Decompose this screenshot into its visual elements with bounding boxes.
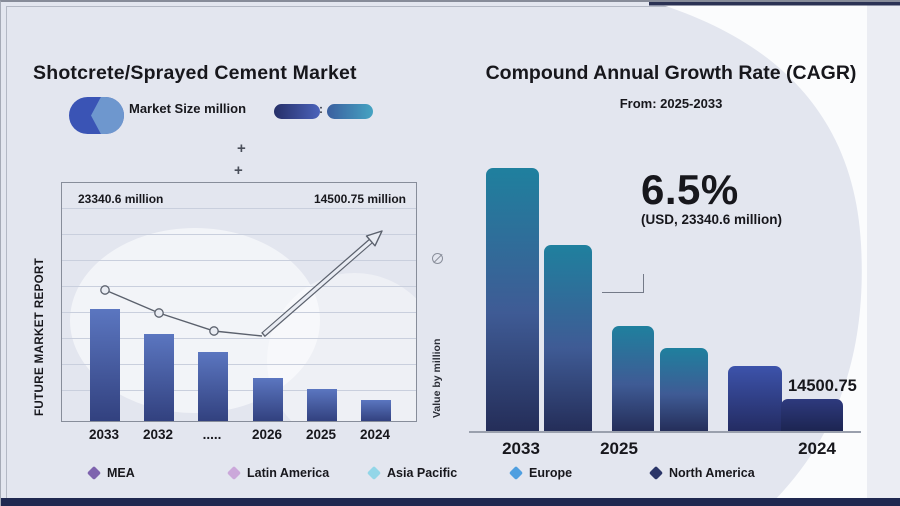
pill-separator: : [319, 102, 323, 116]
cagr-bar-2025-primary [612, 326, 654, 432]
cagr-x-label-2024: 2024 [798, 439, 836, 458]
cagr-bar-2025-secondary [660, 348, 708, 432]
legend-label: Europe [529, 466, 573, 480]
watermark-future-market-report: FUTURE MARKET REPORT [34, 257, 46, 416]
diamond-icon [508, 465, 524, 481]
value-label-14500: 14500.75 [788, 377, 857, 395]
legend-item-europe: Europe [508, 465, 573, 481]
bar-2026 [253, 378, 283, 421]
market-size-chart: 23340.6 million 14500.75 million [61, 182, 417, 422]
bar-2024 [361, 400, 391, 421]
diamond-icon [648, 465, 664, 481]
cagr-chart [461, 152, 881, 432]
plus-mark-top: + [237, 140, 246, 157]
legend-item-north-america: North America [648, 465, 755, 481]
legend-label: North America [669, 466, 755, 480]
gradient-pill-dark-icon [274, 104, 320, 119]
market-size-legend-label: Market Size million [129, 101, 247, 116]
legend-item-mea: MEA [86, 465, 135, 481]
legend-item-latin-america: Latin America [226, 465, 330, 481]
cagr-usd-note: (USD, 23340.6 million) [641, 212, 783, 227]
trend-line-and-arrow [100, 230, 383, 338]
annotation-2024-value: 14500.75 million [313, 192, 406, 206]
market-size-pill-icon [69, 97, 124, 134]
bottom-accent-band [1, 498, 900, 506]
pill-facet-highlight [91, 97, 124, 134]
annotation-2033-value: 23340.6 million [78, 192, 164, 206]
slashed-circle-icon [432, 253, 443, 264]
top-dark-sliver [649, 2, 900, 6]
cagr-subtitle: From: 2025-2033 [619, 96, 723, 111]
gridlines [62, 208, 416, 398]
diamond-icon [86, 465, 102, 481]
bar-2033 [90, 309, 120, 421]
cagr-bar-2033-primary [486, 168, 539, 432]
legend-label: Asia Pacific [387, 466, 458, 480]
cagr-x-label-2033: 2033 [502, 439, 540, 458]
value-axis-label: Value by million [431, 338, 443, 418]
x-label-dots: ..... [202, 427, 222, 442]
cagr-header: Compound Annual Growth Rate (CAGR) From:… [456, 62, 886, 111]
x-label-2033: 2033 [88, 427, 120, 442]
gradient-pill-teal-icon [327, 104, 373, 119]
bar-intermediate [198, 352, 228, 421]
cagr-bar-2033-secondary [544, 245, 592, 432]
x-label-2026: 2026 [251, 427, 283, 442]
page-title: Shotcrete/Sprayed Cement Market [33, 62, 357, 84]
cagr-x-label-2025: 2025 [600, 439, 638, 458]
x-label-2025: 2025 [305, 427, 337, 442]
bar-2032 [144, 334, 174, 421]
cagr-title: Compound Annual Growth Rate (CAGR) [485, 62, 857, 84]
cagr-bar-2024-primary [728, 366, 782, 432]
bar-2025 [307, 389, 337, 421]
legend-item-asia-pacific: Asia Pacific [366, 465, 458, 481]
x-axis-line [469, 431, 861, 433]
x-label-2032: 2032 [142, 427, 174, 442]
cagr-bar-2024-secondary [781, 399, 843, 432]
x-label-2024: 2024 [359, 427, 391, 442]
frame-border [6, 6, 900, 506]
diamond-icon [226, 465, 242, 481]
legend-label: MEA [107, 466, 135, 480]
right-edge-strip [867, 2, 900, 506]
step-line-decoration [602, 274, 644, 293]
diamond-icon [366, 465, 382, 481]
white-curve-shape [653, 2, 900, 506]
legend-label: Latin America [247, 466, 330, 480]
plus-mark-bottom: + [234, 162, 243, 179]
cagr-percentage: 6.5% [641, 166, 739, 213]
